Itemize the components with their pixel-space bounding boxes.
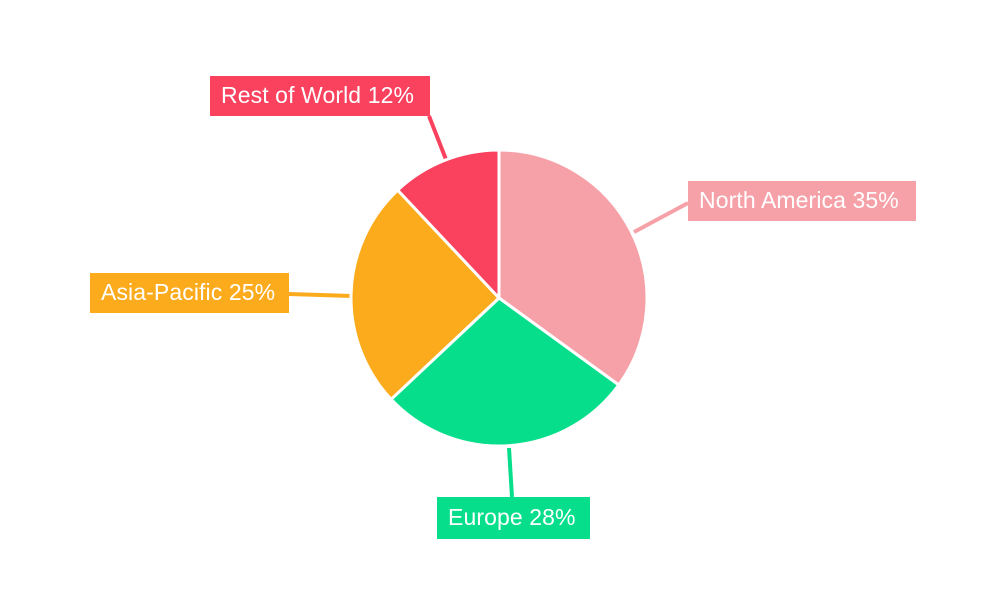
- pie-slice-north-america[interactable]: [497, 148, 649, 387]
- leader-lines: [288, 115, 689, 498]
- pie-slice-europe[interactable]: [389, 296, 621, 448]
- slice-label-europe[interactable]: Europe 28%: [437, 497, 590, 539]
- slice-label-asia-pacific-text: Asia-Pacific 25%: [101, 278, 276, 305]
- pie-slice-rest-of-world[interactable]: [396, 148, 501, 300]
- slice-label-north-america-text: North America 35%: [699, 186, 899, 213]
- leader-line-north-america: [633, 201, 689, 234]
- slice-label-rest-of-world[interactable]: Rest of World 12%: [210, 76, 430, 116]
- leader-line-europe: [507, 447, 514, 498]
- slice-label-europe-text: Europe 28%: [448, 503, 576, 530]
- slice-label-rest-of-world-text: Rest of World 12%: [221, 81, 415, 108]
- leader-line-rest-of-world: [427, 115, 449, 163]
- slice-label-asia-pacific[interactable]: Asia-Pacific 25%: [90, 273, 289, 313]
- pie-slice-asia-pacific[interactable]: [349, 188, 501, 401]
- slice-label-north-america[interactable]: North America 35%: [688, 181, 916, 221]
- pie-slices: [349, 148, 649, 448]
- leader-line-asia-pacific: [288, 292, 353, 298]
